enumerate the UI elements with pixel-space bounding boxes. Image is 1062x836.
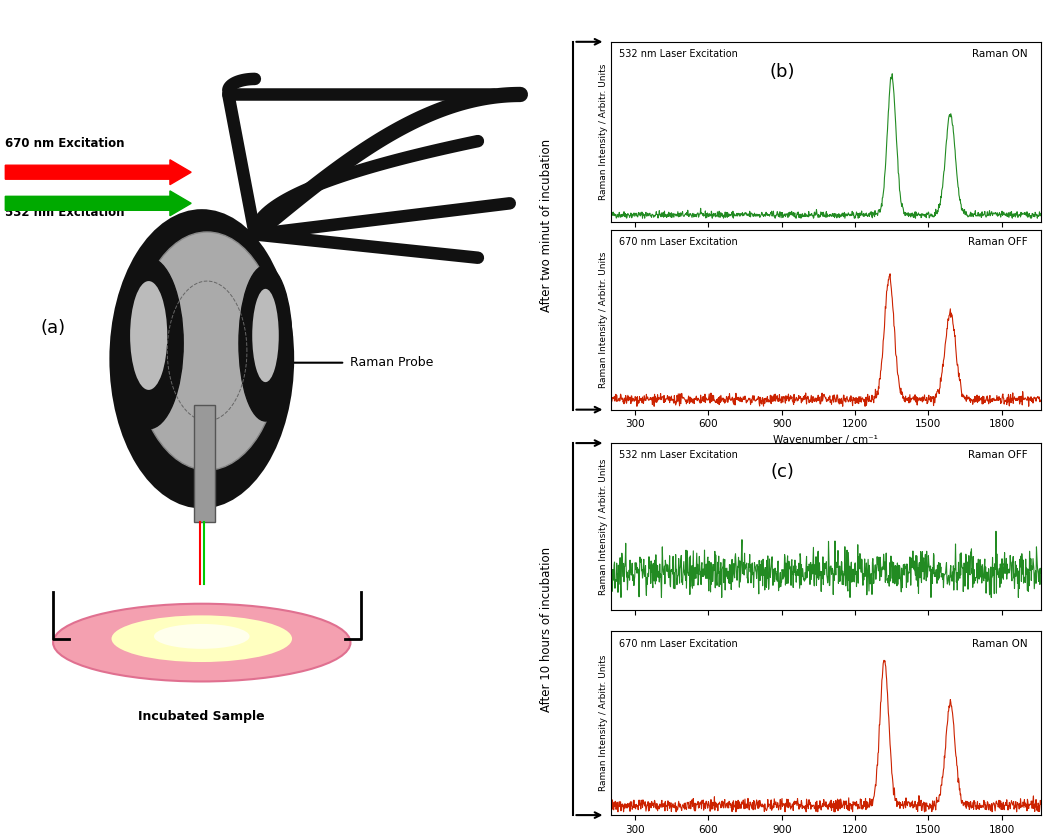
Text: 532 nm Excitation: 532 nm Excitation xyxy=(5,206,125,219)
Text: (c): (c) xyxy=(771,463,794,482)
Text: 532 nm Laser Excitation: 532 nm Laser Excitation xyxy=(619,49,738,59)
Text: Raman ON: Raman ON xyxy=(972,49,1028,59)
Ellipse shape xyxy=(109,209,294,508)
Text: Raman OFF: Raman OFF xyxy=(969,450,1028,460)
Text: Raman OFF: Raman OFF xyxy=(969,237,1028,247)
Text: 670 nm Excitation: 670 nm Excitation xyxy=(5,137,125,150)
Bar xyxy=(193,405,215,522)
Text: Raman Probe: Raman Probe xyxy=(350,356,434,370)
Text: 532 nm Laser Excitation: 532 nm Laser Excitation xyxy=(619,450,738,460)
Ellipse shape xyxy=(130,281,168,390)
Ellipse shape xyxy=(115,257,183,429)
Ellipse shape xyxy=(154,624,250,649)
Ellipse shape xyxy=(112,615,292,662)
Text: 670 nm Laser Excitation: 670 nm Laser Excitation xyxy=(619,237,738,247)
Y-axis label: Raman Intensity / Arbitr. Units: Raman Intensity / Arbitr. Units xyxy=(599,64,607,200)
Text: Incubated Sample: Incubated Sample xyxy=(138,710,266,723)
FancyArrow shape xyxy=(5,191,191,216)
Y-axis label: Raman Intensity / Arbitr. Units: Raman Intensity / Arbitr. Units xyxy=(599,252,607,388)
Text: (a): (a) xyxy=(40,319,66,337)
FancyArrow shape xyxy=(5,160,191,185)
Ellipse shape xyxy=(134,232,280,470)
Text: Raman ON: Raman ON xyxy=(972,639,1028,649)
Ellipse shape xyxy=(253,288,278,382)
Y-axis label: Raman Intensity / Arbitr. Units: Raman Intensity / Arbitr. Units xyxy=(599,458,607,595)
X-axis label: Wavenumber / cm⁻¹: Wavenumber / cm⁻¹ xyxy=(773,435,878,445)
Text: (b): (b) xyxy=(770,64,795,81)
Text: 670 nm Laser Excitation: 670 nm Laser Excitation xyxy=(619,639,738,649)
Text: After two minut of incubation: After two minut of incubation xyxy=(541,139,553,313)
Text: After 10 hours of incubation: After 10 hours of incubation xyxy=(541,547,553,711)
Ellipse shape xyxy=(53,604,350,681)
Ellipse shape xyxy=(239,266,292,421)
Y-axis label: Raman Intensity / Arbitr. Units: Raman Intensity / Arbitr. Units xyxy=(599,655,607,792)
